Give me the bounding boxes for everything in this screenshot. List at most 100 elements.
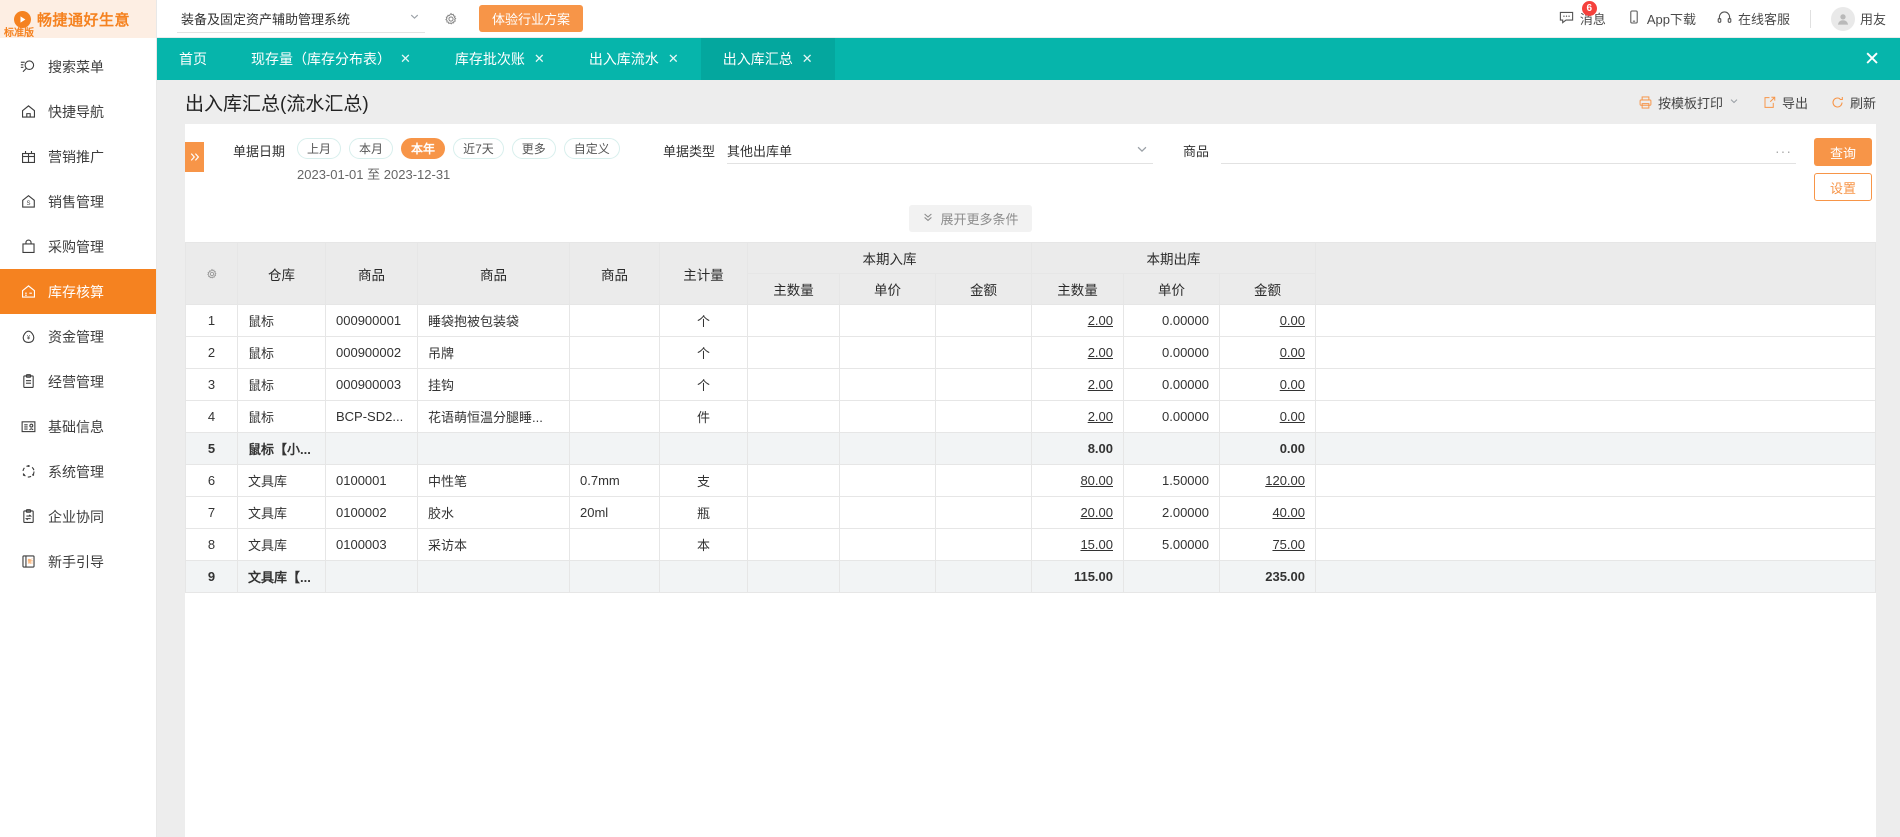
- cell-out-amount-link[interactable]: 0.00: [1279, 377, 1305, 392]
- messages-button[interactable]: 消息 6: [1558, 0, 1606, 29]
- cell-out-qty-link[interactable]: 2.00: [1087, 313, 1113, 328]
- date-chip-more[interactable]: 更多: [511, 138, 556, 159]
- close-icon[interactable]: ✕: [533, 51, 545, 66]
- app-download-button[interactable]: App下载: [1626, 9, 1696, 28]
- tab-home[interactable]: 首页: [157, 38, 229, 80]
- cell-out-amount[interactable]: 0.00: [1219, 336, 1316, 369]
- tab-stock-distribution[interactable]: 现存量（库存分布表） ✕: [229, 38, 433, 80]
- table-row[interactable]: 5 鼠标【小... 8.00 0.00: [185, 432, 1876, 465]
- cell-out-amount[interactable]: 40.00: [1219, 496, 1316, 529]
- table-row[interactable]: 6 文具库 0100001 中性笔 0.7mm 支 80.00 1.50000 120.00: [185, 464, 1876, 497]
- cell-out-amount[interactable]: 0.00: [1219, 400, 1316, 433]
- column-header-out-price[interactable]: 单价: [1123, 273, 1220, 305]
- tab-batch-ledger[interactable]: 库存批次账 ✕: [433, 38, 567, 80]
- sidebar-item-search-menu[interactable]: 搜索菜单: [0, 44, 156, 89]
- cell-out-qty-link[interactable]: 2.00: [1087, 345, 1113, 360]
- date-chip-last-7-days[interactable]: 近7天: [453, 138, 504, 159]
- table-row[interactable]: 1 鼠标 000900001 睡袋抱被包装袋 个 2.00 0.00000 0.00: [185, 304, 1876, 337]
- date-quick-wrap: 上月 本月 本年 近7天 更多 自定义 2023-01-01 至: [297, 138, 620, 183]
- sidebar-item-sales[interactable]: S 销售管理: [0, 179, 156, 224]
- export-button[interactable]: 导出: [1762, 93, 1808, 112]
- table-row[interactable]: 7 文具库 0100002 胶水 20ml 瓶 20.00 2.00000 40.00: [185, 496, 1876, 529]
- cell-out-qty-link[interactable]: 80.00: [1080, 473, 1113, 488]
- cell-out-amount-link[interactable]: 0.00: [1279, 345, 1305, 360]
- cell-out-qty[interactable]: 2.00: [1031, 368, 1124, 401]
- goods-more-icon[interactable]: ···: [1775, 142, 1792, 159]
- doc-type-select[interactable]: 其他出库单: [727, 138, 1153, 164]
- column-header-in-amount[interactable]: 金额: [935, 273, 1032, 305]
- table-row[interactable]: 3 鼠标 000900003 挂钩 个 2.00 0.00000 0.00: [185, 368, 1876, 401]
- column-header-warehouse[interactable]: 仓库: [237, 242, 326, 305]
- goods-input[interactable]: ···: [1221, 138, 1796, 164]
- column-header-out-amount[interactable]: 金额: [1219, 273, 1316, 305]
- settings-button[interactable]: 设置: [1814, 173, 1872, 201]
- table-row[interactable]: 2 鼠标 000900002 吊牌 个 2.00 0.00000 0.00: [185, 336, 1876, 369]
- cell-out-qty[interactable]: 2.00: [1031, 304, 1124, 337]
- user-menu[interactable]: 用友: [1830, 6, 1886, 31]
- cell-out-qty-link[interactable]: 2.00: [1087, 377, 1113, 392]
- table-row[interactable]: 8 文具库 0100003 采访本 本 15.00 5.00000 75.00: [185, 528, 1876, 561]
- close-icon[interactable]: ✕: [400, 51, 411, 66]
- experience-solution-button[interactable]: 体验行业方案: [479, 5, 584, 32]
- cell-out-qty[interactable]: 2.00: [1031, 336, 1124, 369]
- cell-out-amount-link[interactable]: 0.00: [1279, 313, 1305, 328]
- gear-icon[interactable]: [441, 9, 461, 29]
- date-chip-custom[interactable]: 自定义: [563, 138, 620, 159]
- sidebar-item-beginner-guide[interactable]: 新 新手引导: [0, 539, 156, 584]
- cell-out-qty[interactable]: 15.00: [1031, 528, 1124, 561]
- sidebar-item-purchase[interactable]: 采购管理: [0, 224, 156, 269]
- sidebar-item-system[interactable]: 系统管理: [0, 449, 156, 494]
- print-template-button[interactable]: 按模板打印: [1638, 93, 1740, 112]
- cell-out-amount-link[interactable]: 75.00: [1272, 537, 1305, 552]
- column-header-in-price[interactable]: 单价: [839, 273, 936, 305]
- close-icon[interactable]: ✕: [801, 51, 813, 66]
- sidebar-item-marketing[interactable]: 营销推广: [0, 134, 156, 179]
- date-range-display[interactable]: 2023-01-01 至 2023-12-31: [297, 164, 620, 183]
- cell-out-amount[interactable]: 0.00: [1219, 304, 1316, 337]
- column-header-main-unit[interactable]: 主计量: [659, 242, 748, 305]
- column-settings-icon[interactable]: [185, 242, 238, 305]
- date-chip-this-month[interactable]: 本月: [349, 138, 394, 159]
- date-chip-this-year[interactable]: 本年: [401, 138, 446, 159]
- cell-out-amount[interactable]: 75.00: [1219, 528, 1316, 561]
- cell-filler: [1315, 528, 1876, 561]
- sidebar-item-funds[interactable]: ¥ 资金管理: [0, 314, 156, 359]
- column-header-goods-spec[interactable]: 商品: [569, 242, 660, 305]
- cell-in-qty: [747, 304, 840, 337]
- sidebar-item-basic-info[interactable]: 基础信息: [0, 404, 156, 449]
- refresh-button[interactable]: 刷新: [1830, 93, 1876, 112]
- double-chevron-right-icon[interactable]: [185, 142, 204, 172]
- tab-inout-summary[interactable]: 出入库汇总 ✕: [700, 38, 835, 80]
- column-header-goods-name[interactable]: 商品: [417, 242, 570, 305]
- cell-out-amount[interactable]: 120.00: [1219, 464, 1316, 497]
- close-icon[interactable]: ✕: [667, 51, 679, 66]
- cell-out-qty[interactable]: 80.00: [1031, 464, 1124, 497]
- table-row[interactable]: 4 鼠标 BCP-SD2... 花语萌恒温分腿睡... 件 2.00 0.00000 0.00: [185, 400, 1876, 433]
- cell-out-qty[interactable]: 2.00: [1031, 400, 1124, 433]
- column-header-in-qty[interactable]: 主数量: [747, 273, 840, 305]
- sidebar-item-inventory-accounting[interactable]: 库存核算: [0, 269, 156, 314]
- close-all-tabs-icon[interactable]: ✕: [1864, 48, 1880, 70]
- table-row[interactable]: 9 文具库【... 115.00 235.00: [185, 560, 1876, 593]
- column-header-goods-code[interactable]: 商品: [325, 242, 418, 305]
- online-support-button[interactable]: 在线客服: [1716, 9, 1790, 29]
- cell-out-qty-link[interactable]: 2.00: [1087, 409, 1113, 424]
- content-area: 出入库汇总(流水汇总) 按模板打印: [157, 80, 1900, 837]
- chevron-down-icon[interactable]: [1728, 95, 1740, 110]
- column-header-out-qty[interactable]: 主数量: [1031, 273, 1124, 305]
- expand-more-conditions-button[interactable]: 展开更多条件: [909, 205, 1032, 232]
- cell-out-amount-link[interactable]: 120.00: [1265, 473, 1305, 488]
- cell-out-amount-link[interactable]: 40.00: [1272, 505, 1305, 520]
- system-selector[interactable]: 装备及固定资产辅助管理系统: [177, 5, 425, 33]
- query-button[interactable]: 查询: [1814, 138, 1872, 166]
- cell-out-amount[interactable]: 0.00: [1219, 368, 1316, 401]
- sidebar-item-enterprise-collab[interactable]: 企业协同: [0, 494, 156, 539]
- cell-out-amount-link[interactable]: 0.00: [1279, 409, 1305, 424]
- tab-inout-flow[interactable]: 出入库流水 ✕: [567, 38, 701, 80]
- date-chip-last-month[interactable]: 上月: [297, 138, 342, 159]
- cell-out-qty-link[interactable]: 20.00: [1080, 505, 1113, 520]
- sidebar-item-operations[interactable]: 经营管理: [0, 359, 156, 404]
- cell-out-qty[interactable]: 20.00: [1031, 496, 1124, 529]
- sidebar-item-quick-nav[interactable]: 快捷导航: [0, 89, 156, 134]
- cell-out-qty-link[interactable]: 15.00: [1080, 537, 1113, 552]
